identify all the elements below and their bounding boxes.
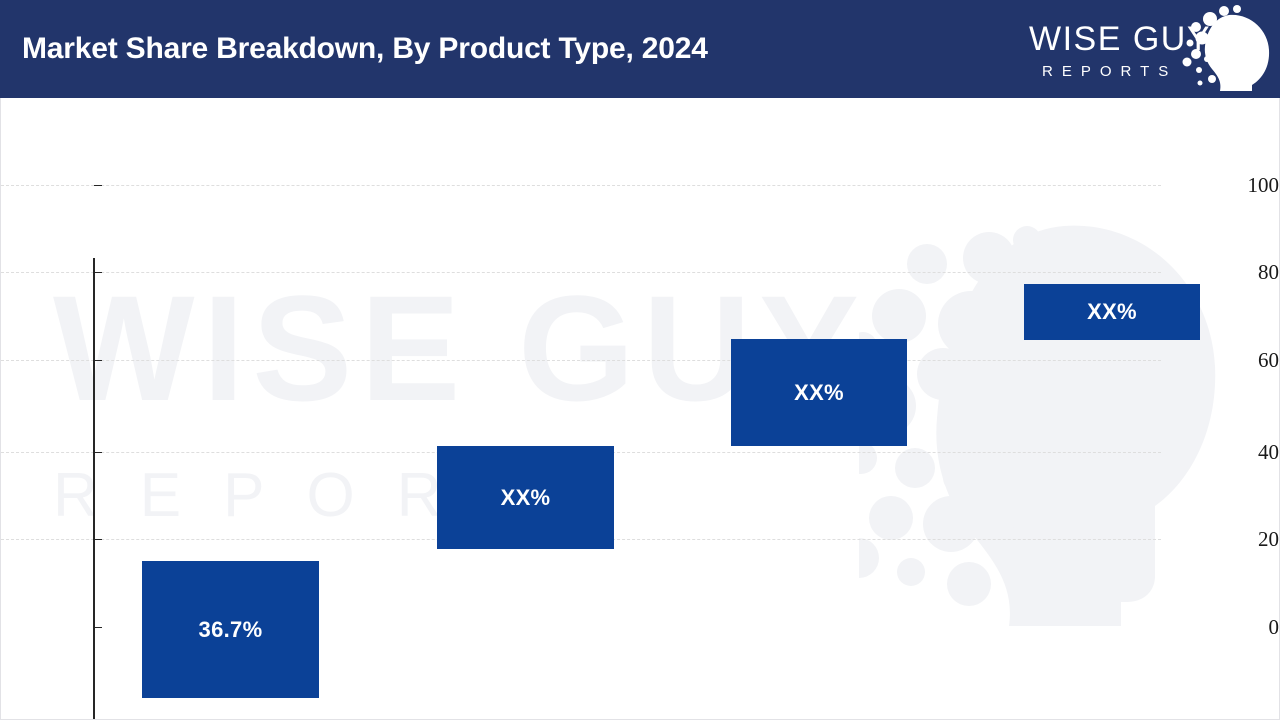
bar-label-devices: XX% — [500, 484, 551, 510]
y-tick-label-100: 100 — [1247, 173, 1280, 197]
y-tick-mark-40 — [94, 452, 102, 453]
plot-area: 36.7% XX% XX% XX% — [94, 168, 1254, 698]
head-profile-dots-icon — [1182, 5, 1270, 92]
y-tick-mark-20 — [94, 539, 102, 540]
bar-skin-substitutes[interactable]: XX% — [1024, 284, 1200, 340]
wise-guy-reports-logo: WISE GUY REPORTS — [1024, 5, 1274, 93]
bar-biologics[interactable]: XX% — [731, 339, 907, 446]
gridline-100 — [1, 185, 1161, 186]
bar-devices[interactable]: XX% — [437, 446, 614, 549]
bar-label-dressings: 36.7% — [198, 616, 263, 642]
gridline-60 — [1, 360, 1161, 361]
y-tick-label-20: 20 — [1258, 527, 1279, 551]
y-tick-label-80: 80 — [1258, 260, 1279, 284]
page-title: Market Share Breakdown, By Product Type,… — [22, 32, 708, 65]
logo-wordmark-group: WISE GUY REPORTS — [1029, 20, 1211, 80]
y-tick-label-0: 0 — [1268, 615, 1280, 639]
y-tick-mark-100 — [94, 185, 102, 186]
y-tick-label-60: 60 — [1258, 348, 1279, 372]
bar-label-biologics: XX% — [794, 379, 844, 405]
y-tick-mark-80 — [94, 272, 102, 273]
page-header: Market Share Breakdown, By Product Type,… — [0, 0, 1280, 98]
y-axis-line — [93, 258, 95, 719]
y-tick-mark-0 — [94, 627, 102, 628]
bar-label-skin-substitutes: XX% — [1087, 299, 1137, 324]
y-tick-label-40: 40 — [1258, 440, 1279, 464]
svg-text:WISE GUY: WISE GUY — [1029, 20, 1211, 58]
chart-canvas: WISE GUY REPORTS — [0, 98, 1280, 720]
svg-text:REPORTS: REPORTS — [1042, 63, 1177, 80]
gridline-80 — [1, 272, 1161, 273]
y-tick-mark-60 — [94, 360, 102, 361]
bar-dressings[interactable]: 36.7% — [142, 561, 319, 698]
